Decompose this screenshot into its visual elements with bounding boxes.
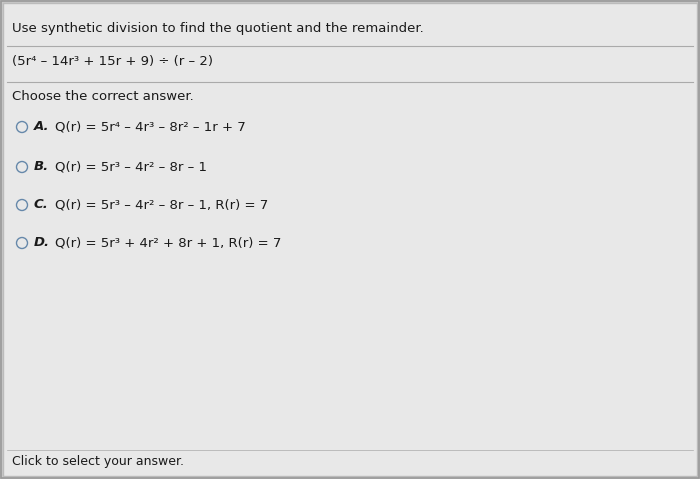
Text: Q(r) = 5r³ + 4r² + 8r + 1, R(r) = 7: Q(r) = 5r³ + 4r² + 8r + 1, R(r) = 7 xyxy=(55,236,281,249)
Text: Q(r) = 5r³ – 4r² – 8r – 1, R(r) = 7: Q(r) = 5r³ – 4r² – 8r – 1, R(r) = 7 xyxy=(55,198,268,211)
Text: (5r⁴ – 14r³ + 15r + 9) ÷ (r – 2): (5r⁴ – 14r³ + 15r + 9) ÷ (r – 2) xyxy=(12,55,213,68)
Text: Q(r) = 5r³ – 4r² – 8r – 1: Q(r) = 5r³ – 4r² – 8r – 1 xyxy=(55,160,207,173)
FancyBboxPatch shape xyxy=(3,3,697,476)
Text: C.: C. xyxy=(34,198,49,211)
Text: B.: B. xyxy=(34,160,49,173)
Text: Choose the correct answer.: Choose the correct answer. xyxy=(12,90,194,103)
Text: Q(r) = 5r⁴ – 4r³ – 8r² – 1r + 7: Q(r) = 5r⁴ – 4r³ – 8r² – 1r + 7 xyxy=(55,120,246,133)
Text: Click to select your answer.: Click to select your answer. xyxy=(12,455,184,468)
Text: D.: D. xyxy=(34,236,50,249)
Text: Use synthetic division to find the quotient and the remainder.: Use synthetic division to find the quoti… xyxy=(12,22,423,35)
Text: A.: A. xyxy=(34,120,50,133)
